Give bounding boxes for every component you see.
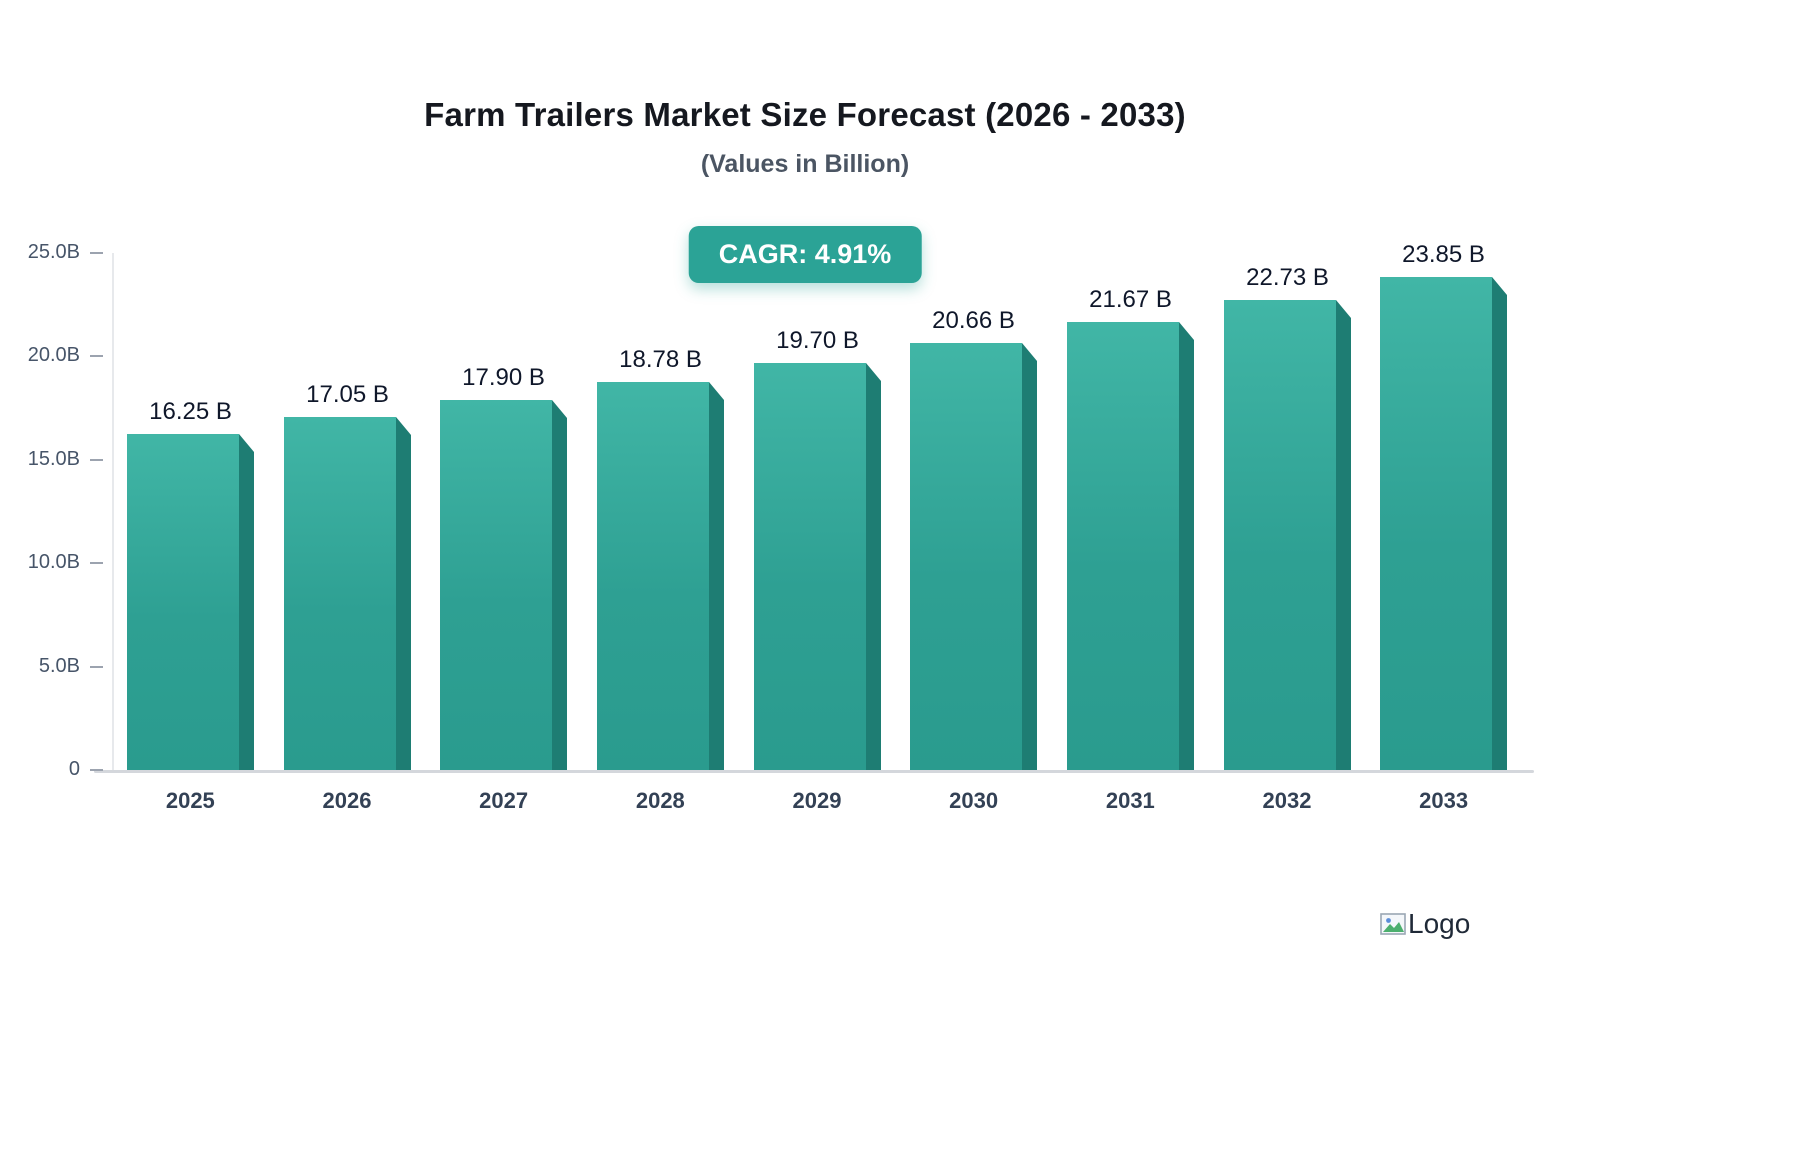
bar-side-face	[239, 434, 254, 770]
bar-side-face	[396, 417, 411, 770]
bar-front-face	[1380, 277, 1492, 770]
x-tick-label: 2033	[1419, 788, 1469, 813]
bar	[597, 382, 724, 770]
x-tick-label: 2031	[1105, 788, 1155, 813]
bar-front-face	[910, 343, 1022, 770]
bar-value-label: 22.73 B	[1246, 264, 1329, 291]
y-tick-mark	[90, 562, 103, 565]
y-tick-label: 0	[68, 758, 80, 780]
bar-side-face	[1022, 343, 1037, 770]
y-tick-label: 20.0B	[27, 344, 80, 367]
y-tick-label: 25.0B	[27, 241, 80, 263]
bar-value-label: 17.90 B	[462, 364, 545, 391]
logo-label: Logo	[1408, 908, 1471, 939]
bar-front-face	[754, 363, 866, 770]
logo: Logo	[1380, 908, 1470, 940]
bar	[127, 434, 254, 770]
bar-side-face	[866, 363, 881, 770]
bar-front-face	[1224, 300, 1336, 770]
y-tick-label: 15.0B	[27, 447, 80, 470]
bar-front-face	[597, 382, 709, 770]
bar-value-label: 17.05 B	[306, 381, 389, 408]
bar-side-face	[1179, 322, 1194, 770]
x-tick-label: 2026	[322, 788, 372, 813]
bar	[910, 343, 1037, 770]
bar-front-face	[127, 434, 239, 770]
y-tick-label: 10.0B	[27, 551, 80, 574]
bar	[1224, 300, 1351, 770]
y-tick-mark	[90, 665, 103, 668]
y-tick-mark	[90, 458, 103, 461]
x-tick-label: 2030	[949, 788, 999, 813]
cagr-badge: CAGR: 4.91%	[688, 226, 922, 283]
x-tick-label: 2032	[1262, 788, 1312, 813]
bar-value-label: 21.67 B	[1089, 286, 1172, 313]
bar-value-label: 18.78 B	[619, 346, 702, 373]
y-axis-line	[112, 253, 114, 770]
bar-side-face	[1336, 300, 1351, 770]
bar-side-face	[1492, 277, 1507, 770]
x-tick-label: 2029	[792, 788, 842, 813]
bar-front-face	[440, 400, 552, 770]
bar	[754, 363, 881, 770]
chart-title: Farm Trailers Market Size Forecast (2026…	[424, 96, 1186, 133]
chart-subtitle: (Values in Billion)	[700, 150, 910, 178]
y-tick-mark	[90, 355, 103, 358]
x-tick-label: 2028	[635, 788, 685, 813]
bar-value-label: 20.66 B	[932, 307, 1015, 334]
broken-image-icon	[1380, 913, 1406, 935]
bar-side-face	[709, 382, 724, 770]
bar-value-label: 23.85 B	[1402, 241, 1485, 268]
bar-front-face	[1067, 322, 1179, 770]
y-tick-label: 5.0B	[38, 654, 80, 677]
bar-value-label: 16.25 B	[149, 398, 232, 425]
bar-value-label: 19.70 B	[776, 327, 859, 354]
x-axis-line	[94, 770, 1534, 773]
y-tick-mark	[90, 769, 103, 771]
x-tick-label: 2025	[165, 788, 215, 813]
bar	[284, 417, 411, 770]
y-tick-mark	[90, 252, 103, 254]
bar	[440, 400, 567, 770]
chart-container: Farm Trailers Market Size Forecast (2026…	[27, 96, 1534, 813]
bar-front-face	[284, 417, 396, 770]
bar-side-face	[552, 400, 567, 770]
bar	[1067, 322, 1194, 770]
bar-chart-plot: 0 5.0B 10.0B 15.0B 20.0B 25.0B 16.25 B 2025 17.0…	[27, 241, 1534, 813]
bar	[1380, 277, 1507, 770]
x-tick-label: 2027	[479, 788, 529, 813]
